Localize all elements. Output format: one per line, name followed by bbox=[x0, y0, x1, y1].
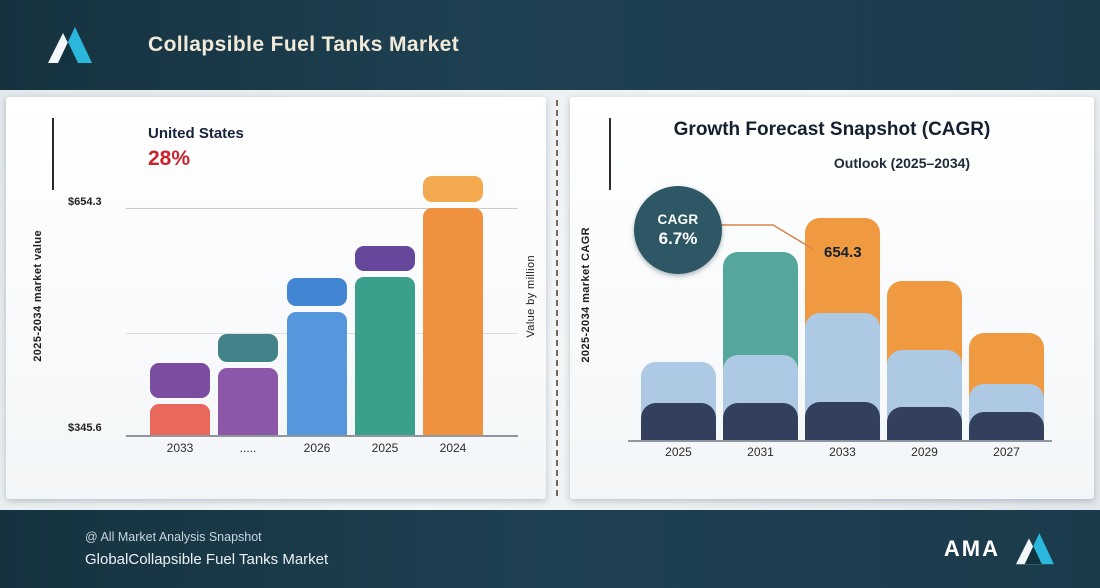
left-bar-column bbox=[150, 363, 210, 435]
cagr-badge: CAGR 6.7% bbox=[634, 186, 722, 274]
left-axis-stub-line bbox=[52, 118, 54, 190]
bar-cap bbox=[150, 363, 210, 398]
left-panel: 2025-2034 market value United States 28%… bbox=[6, 97, 546, 499]
segment-base bbox=[723, 403, 798, 440]
right-chart-labels: 2025 2031 2033 2029 2027 bbox=[570, 445, 1094, 461]
footer-brand-text: AMA bbox=[943, 536, 1000, 561]
bar bbox=[287, 312, 347, 435]
segment-base bbox=[805, 402, 880, 440]
callout-value: 654.3 bbox=[824, 244, 862, 261]
footer-note: @ All Market Analysis Snapshot bbox=[85, 530, 262, 544]
left-bar-column bbox=[423, 176, 483, 435]
x-tick-label: 2025 bbox=[371, 441, 399, 455]
left-bar-column bbox=[218, 334, 278, 435]
left-chart-columns bbox=[126, 137, 518, 435]
content-area: 2025-2034 market value United States 28%… bbox=[0, 90, 1100, 510]
left-right-axis-label: Value by million bbox=[525, 255, 537, 338]
bar-cap bbox=[423, 176, 483, 202]
right-panel: Growth Forecast Snapshot (CAGR) Outlook … bbox=[570, 97, 1094, 499]
highlight-percentage: 28% bbox=[148, 147, 191, 170]
bar-cap bbox=[287, 278, 347, 306]
bar bbox=[218, 368, 278, 435]
x-tick-label: 2024 bbox=[439, 441, 467, 455]
cagr-badge-value: 6.7% bbox=[658, 228, 698, 248]
cagr-badge-label: CAGR bbox=[657, 211, 699, 227]
right-panel-title: Growth Forecast Snapshot (CAGR) bbox=[673, 119, 991, 140]
left-bar-column bbox=[355, 246, 415, 435]
footer-brand: AMA bbox=[944, 528, 1058, 571]
footer-text-block: @ All Market Analysis Snapshot GlobalCol… bbox=[85, 530, 328, 568]
x-tick-label: 2031 bbox=[747, 445, 774, 459]
right-x-axis-line bbox=[628, 440, 1052, 442]
x-tick-label: 2025 bbox=[665, 445, 692, 459]
x-tick-label: 2029 bbox=[911, 445, 938, 459]
bar bbox=[355, 277, 415, 435]
y-tick-lower: $345.6 bbox=[68, 422, 102, 434]
left-chart-labels: 2033..... 2026 2025 2024 bbox=[126, 441, 518, 457]
ama-logo-icon bbox=[44, 21, 96, 70]
ama-logo-footer-icon bbox=[1012, 528, 1058, 571]
footer-bar: @ All Market Analysis Snapshot GlobalCol… bbox=[0, 510, 1100, 588]
segment-base bbox=[887, 407, 962, 440]
left-y-axis-label: 2025-2034 market value bbox=[32, 230, 44, 362]
page-title: Collapsible Fuel Tanks Market bbox=[148, 33, 460, 56]
right-panel-subtitle: Outlook (2025–2034) bbox=[833, 155, 971, 171]
bar-cap bbox=[218, 334, 278, 362]
segment-base bbox=[641, 403, 716, 440]
x-tick-label: 2027 bbox=[993, 445, 1020, 459]
gridline-upper bbox=[126, 208, 518, 209]
x-tick-label: 2033 bbox=[829, 445, 856, 459]
y-tick-upper: $654.3 bbox=[68, 196, 102, 208]
region-label: United States bbox=[148, 125, 244, 142]
header-bar: Collapsible Fuel Tanks Market bbox=[0, 0, 1100, 90]
segment-base bbox=[969, 412, 1044, 440]
x-tick-label: 2026 bbox=[303, 441, 331, 455]
x-tick-label: 2033 bbox=[166, 441, 194, 455]
left-bar-column bbox=[287, 278, 347, 435]
x-tick-label: ..... bbox=[239, 441, 257, 455]
right-axis-stub-line bbox=[609, 118, 611, 190]
bar-cap bbox=[355, 246, 415, 271]
panel-divider bbox=[556, 100, 558, 496]
footer-title: GlobalCollapsible Fuel Tanks Market bbox=[85, 551, 329, 568]
right-chart-bars bbox=[570, 97, 1094, 499]
bar bbox=[423, 208, 483, 435]
bar bbox=[150, 404, 210, 435]
left-x-axis-line bbox=[126, 435, 518, 437]
